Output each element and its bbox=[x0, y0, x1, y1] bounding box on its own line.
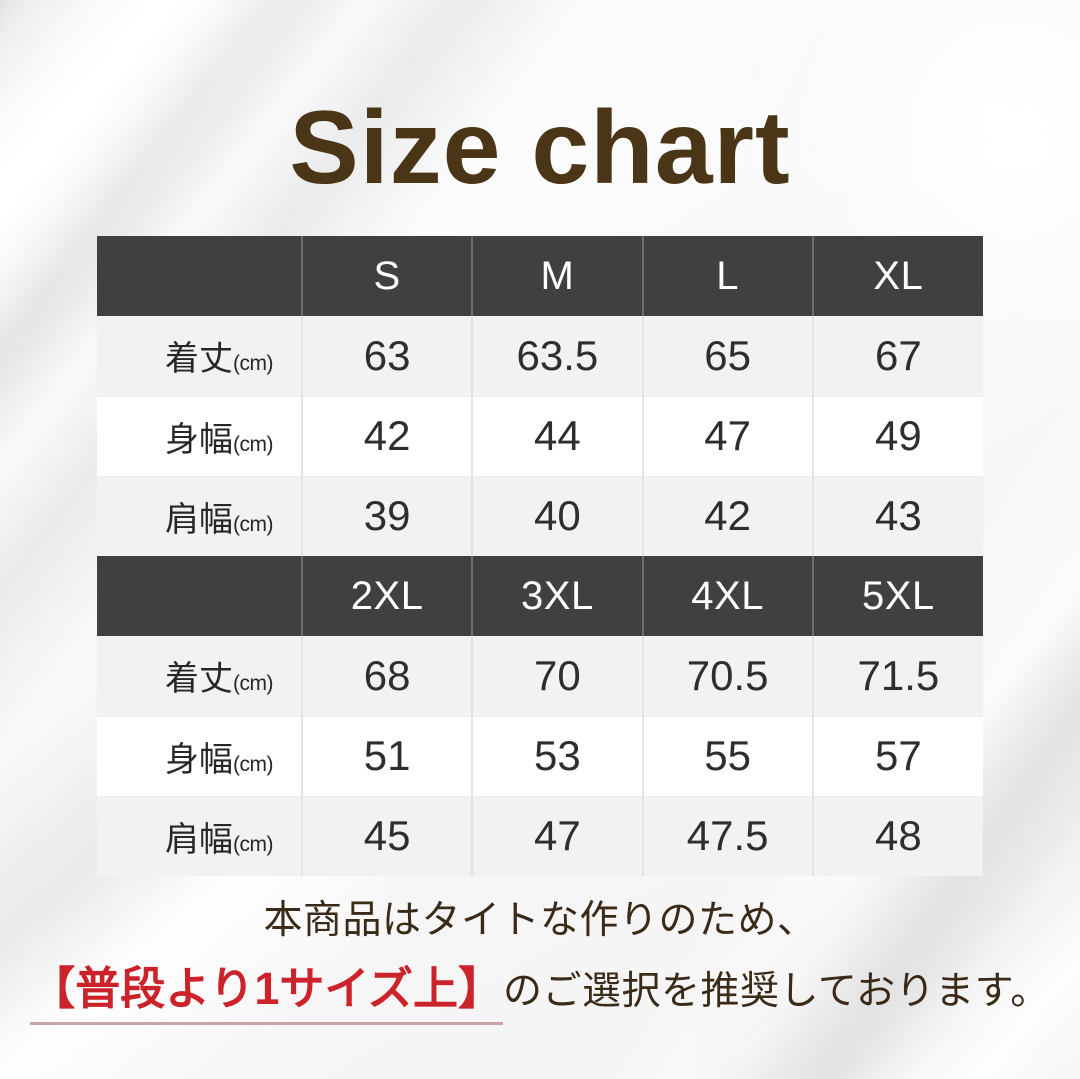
header-cell-2xl: 2XL bbox=[302, 556, 474, 636]
cell-chest-width-s: 42 bbox=[302, 396, 474, 477]
note-line-1: 本商品はタイトな作りのため、 bbox=[263, 899, 817, 942]
row-label-body-length: 着丈(cm) bbox=[97, 636, 303, 717]
cell-body-length-4xl: 70.5 bbox=[642, 636, 814, 717]
cell-shoulder-width-4xl: 47.5 bbox=[642, 796, 814, 876]
row-label-text: 身幅 bbox=[165, 740, 234, 779]
row-label-text: 身幅 bbox=[165, 420, 234, 459]
row-label-chest-width: 身幅(cm) bbox=[97, 716, 303, 797]
cell-chest-width-3xl: 53 bbox=[472, 716, 644, 797]
header-cell-5xl: 5XL bbox=[862, 573, 935, 618]
row-label-chest-width: 身幅(cm) bbox=[97, 396, 303, 477]
size-table-large-range: 2XL 3XL 4XL 5XL 着丈(cm) 68 70 70.5 71.5 身… bbox=[97, 556, 983, 876]
row-label-unit: (cm) bbox=[233, 512, 273, 536]
page-title: Size chart bbox=[289, 90, 791, 206]
table-row: 身幅(cm) 42 44 47 49 bbox=[97, 396, 983, 477]
table-body-large-range: 着丈(cm) 68 70 70.5 71.5 身幅(cm) 51 53 55 5… bbox=[97, 636, 983, 876]
table-row: 肩幅(cm) 39 40 42 43 bbox=[97, 476, 983, 556]
row-label-unit: (cm) bbox=[233, 672, 273, 696]
cell-body-length-5xl: 71.5 bbox=[812, 636, 983, 717]
table-header-row: S M L XL bbox=[97, 236, 983, 316]
table-row: 肩幅(cm) 45 47 47.5 48 bbox=[97, 796, 983, 876]
table-body-small-range: 着丈(cm) 63 63.5 65 67 身幅(cm) 42 44 47 49 … bbox=[97, 316, 983, 556]
row-label-text: 着丈 bbox=[165, 660, 234, 699]
header-cell-blank bbox=[97, 236, 303, 316]
cell-body-length-3xl: 70 bbox=[472, 636, 644, 717]
size-table-small-range: S M L XL 着丈(cm) 63 63.5 65 67 身幅(cm) 42 … bbox=[97, 236, 983, 556]
cell-shoulder-width-5xl: 48 bbox=[875, 812, 922, 860]
header-cell-4xl: 4XL bbox=[642, 556, 814, 636]
cell-chest-width-2xl: 51 bbox=[302, 716, 474, 797]
row-label-shoulder-width: 肩幅(cm) bbox=[97, 796, 303, 876]
cell-body-length-xl: 67 bbox=[812, 316, 983, 397]
header-cell-3xl: 3XL bbox=[472, 556, 644, 636]
cell-shoulder-width-2xl: 45 bbox=[302, 796, 474, 876]
cell-shoulder-width-xl: 43 bbox=[875, 492, 922, 540]
cell-body-length-l: 65 bbox=[642, 316, 814, 397]
header-cell-blank bbox=[97, 556, 303, 636]
row-label-text: 着丈 bbox=[165, 340, 234, 379]
table-header-row: 2XL 3XL 4XL 5XL bbox=[97, 556, 983, 636]
row-label-unit: (cm) bbox=[233, 432, 273, 456]
row-label-unit: (cm) bbox=[233, 352, 273, 376]
cell-shoulder-width-s: 39 bbox=[302, 476, 474, 556]
table-header-small-range: S M L XL bbox=[97, 236, 983, 316]
cell-chest-width-m: 44 bbox=[472, 396, 644, 477]
sizing-advice-note: 本商品はタイトな作りのため、 【普段より1サイズ上】のご選択を推奨しております。 bbox=[0, 890, 1080, 1025]
row-label-text: 肩幅 bbox=[165, 500, 234, 539]
cell-shoulder-width-l: 42 bbox=[642, 476, 814, 556]
table-header-large-range: 2XL 3XL 4XL 5XL bbox=[97, 556, 983, 636]
table-row: 着丈(cm) 68 70 70.5 71.5 bbox=[97, 636, 983, 717]
cell-body-length-s: 63 bbox=[302, 316, 474, 397]
table-row: 着丈(cm) 63 63.5 65 67 bbox=[97, 316, 983, 397]
row-label-unit: (cm) bbox=[233, 832, 273, 856]
cell-shoulder-width-3xl: 47 bbox=[472, 796, 644, 876]
row-label-body-length: 着丈(cm) bbox=[97, 316, 303, 397]
cell-chest-width-4xl: 55 bbox=[642, 716, 814, 797]
cell-body-length-2xl: 68 bbox=[302, 636, 474, 717]
row-label-shoulder-width: 肩幅(cm) bbox=[97, 476, 303, 556]
header-cell-l: L bbox=[642, 236, 814, 316]
cell-body-length-m: 63.5 bbox=[472, 316, 644, 397]
note-line-2: 【普段より1サイズ上】のご選択を推奨しております。 bbox=[0, 958, 1080, 1025]
table-row: 身幅(cm) 51 53 55 57 bbox=[97, 716, 983, 797]
note-highlight-one-size-up: 【普段より1サイズ上】 bbox=[30, 963, 503, 1025]
cell-shoulder-width-m: 40 bbox=[472, 476, 644, 556]
cell-chest-width-xl: 49 bbox=[812, 396, 983, 477]
header-cell-xl: XL bbox=[873, 253, 924, 298]
note-line-2-rest: のご選択を推奨しております。 bbox=[503, 970, 1050, 1013]
cell-chest-width-l: 47 bbox=[642, 396, 814, 477]
row-label-unit: (cm) bbox=[233, 752, 273, 776]
cell-chest-width-5xl: 57 bbox=[812, 716, 983, 797]
header-cell-m: M bbox=[472, 236, 644, 316]
row-label-text: 肩幅 bbox=[165, 820, 234, 859]
header-cell-s: S bbox=[302, 236, 474, 316]
